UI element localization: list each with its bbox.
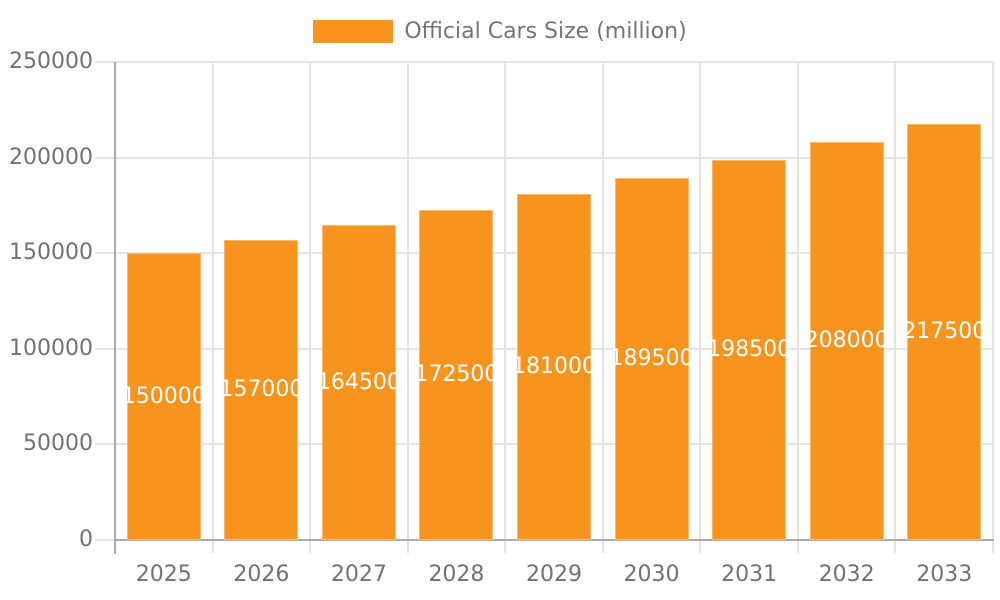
legend-item[interactable]: Official Cars Size (million) <box>0 18 1000 45</box>
x-gridline <box>992 62 994 540</box>
y-tick-mark <box>95 156 115 159</box>
x-gridline <box>406 62 409 540</box>
y-axis-tick-label: 250000 <box>9 49 93 74</box>
bar[interactable] <box>712 160 787 540</box>
y-axis-tick-label: 0 <box>79 527 93 552</box>
x-axis-tick-label: 2025 <box>135 562 192 587</box>
x-gridline <box>309 62 312 540</box>
legend-label: Official Cars Size (million) <box>404 19 687 44</box>
x-axis-tick-label: 2026 <box>233 562 290 587</box>
x-gridline <box>504 62 507 540</box>
y-tick-mark <box>95 539 115 541</box>
bar[interactable] <box>321 225 396 540</box>
x-tick-mark <box>894 540 897 553</box>
x-axis-line <box>114 539 994 541</box>
bar[interactable] <box>517 193 591 540</box>
x-axis-tick-label: 2031 <box>721 562 778 587</box>
y-tick-mark <box>95 443 115 446</box>
x-tick-mark <box>406 540 409 553</box>
y-axis-tick-label: 50000 <box>23 431 93 457</box>
x-axis-tick-label: 2032 <box>818 562 875 587</box>
x-axis-tick-label: 2030 <box>623 562 680 587</box>
x-axis-tick-label: 2029 <box>526 562 582 587</box>
y-axis-tick-label: 100000 <box>9 335 93 361</box>
x-tick-mark <box>699 540 702 553</box>
y-axis-tick-label: 200000 <box>9 144 93 170</box>
legend-swatch-icon <box>313 20 394 43</box>
bar[interactable] <box>419 210 494 540</box>
x-gridline <box>601 62 604 540</box>
bar[interactable] <box>809 142 884 540</box>
y-axis-tick-label: 150000 <box>9 240 93 266</box>
y-tick-mark <box>95 61 115 63</box>
y-tick-mark <box>95 347 115 350</box>
bar[interactable] <box>224 239 299 540</box>
x-tick-mark <box>211 540 214 553</box>
x-tick-mark <box>796 540 799 553</box>
x-gridline <box>699 62 702 540</box>
x-tick-mark <box>992 540 994 553</box>
bar[interactable] <box>907 124 982 540</box>
x-tick-mark <box>601 540 604 553</box>
x-axis-tick-label: 2027 <box>330 562 387 587</box>
x-gridline <box>894 62 897 540</box>
x-gridline <box>796 62 799 540</box>
x-axis-tick-label: 2033 <box>916 562 973 587</box>
x-axis-tick-label: 2028 <box>428 562 485 587</box>
bar[interactable] <box>126 253 201 540</box>
y-gridline <box>115 61 993 63</box>
x-tick-mark <box>309 540 312 553</box>
y-axis-line <box>114 62 116 554</box>
y-tick-mark <box>95 252 115 255</box>
bar[interactable] <box>614 177 689 540</box>
x-tick-mark <box>504 540 507 553</box>
x-gridline <box>211 62 214 540</box>
y-gridline <box>115 156 993 159</box>
